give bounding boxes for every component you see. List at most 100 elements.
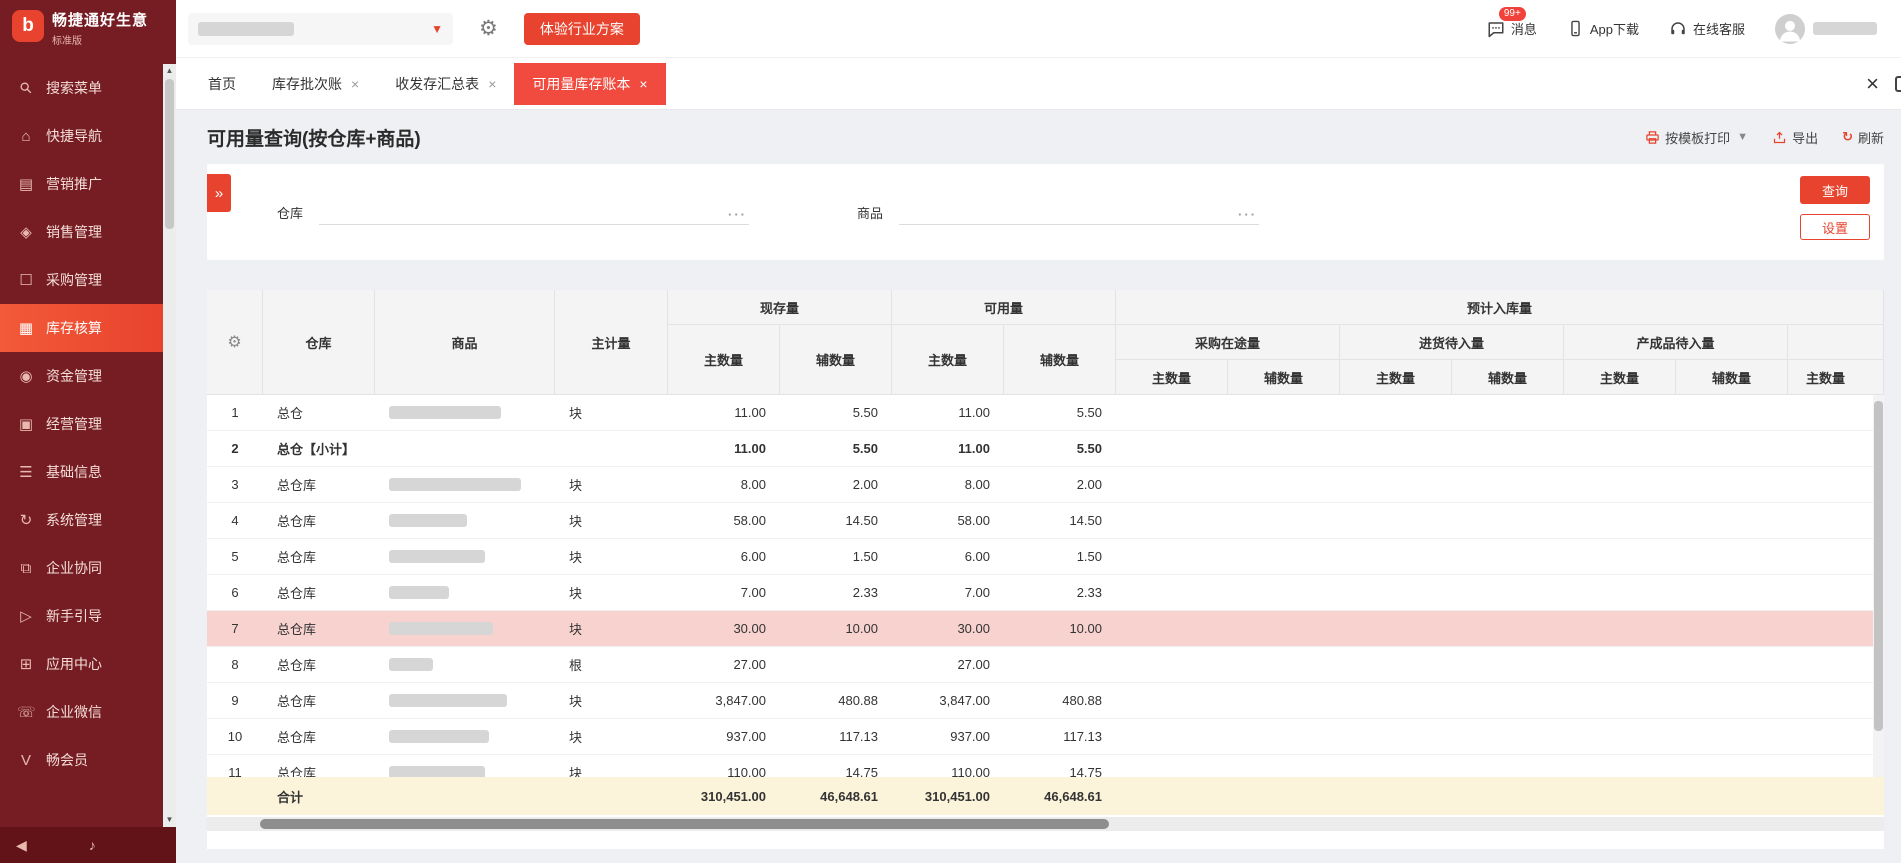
header-main-qty[interactable]: 主数量 [1564,360,1676,395]
online-support-button[interactable]: 在线客服 [1669,19,1745,38]
sidebar-item-operations[interactable]: ▣ 经营管理 [0,400,163,448]
qty-cell [1676,431,1788,466]
sidebar-item-purchase[interactable]: ☐ 采购管理 [0,256,163,304]
tab-in-out-summary[interactable]: 收发存汇总表 × [395,75,497,92]
sidebar-item-system[interactable]: ↻ 系统管理 [0,496,163,544]
sidebar-scrollbar[interactable]: ▲ ▼ [163,64,176,827]
header-main-qty[interactable]: 主数量 [1340,360,1452,395]
header-main-qty[interactable]: 主数量 [1788,360,1884,395]
row-seq: 1 [231,405,239,420]
goods-filter: 商品 ··· [857,199,1260,225]
sidebar-item-enterprise-collab[interactable]: ⧉ 企业协同 [0,544,163,592]
tab-stock-batch-ledger[interactable]: 库存批次账 × [272,75,360,92]
sidebar-item-marketing[interactable]: ▤ 营销推广 [0,160,163,208]
qty-cell [1340,395,1452,430]
close-tab-icon[interactable]: × [639,75,648,92]
vertical-scrollbar[interactable] [1873,395,1884,777]
settings-gear-icon[interactable]: ⚙ [479,17,498,40]
table-row[interactable]: 3 总仓库 块 8.00 2.00 8.00 2.00 [207,467,1884,503]
warehouse-filter-input[interactable]: ··· [319,199,750,225]
qty-cell: 480.88 [1062,693,1102,708]
sidebar-item-search-menu[interactable]: ⚲ 搜索菜单 [0,64,163,112]
qty-cell [1452,611,1564,646]
sidebar-item-funds[interactable]: ◉ 资金管理 [0,352,163,400]
close-tab-icon[interactable]: × [351,75,360,92]
messages-button[interactable]: 99+ 消息 [1487,7,1537,38]
qty-cell [1452,467,1564,502]
warehouse-cell: 总仓库 [277,550,317,565]
organization-select[interactable]: ▼ [188,12,453,45]
table-row[interactable]: 4 总仓库 块 58.00 14.50 58.00 14.50 [207,503,1884,539]
basic-info-icon: ☰ [19,464,33,481]
query-button[interactable]: 查询 [1800,176,1870,204]
header-warehouse[interactable]: 仓库 [263,290,375,395]
sidebar-item-beginner-guide[interactable]: ▷ 新手引导 [0,592,163,640]
header-main-qty[interactable]: 主数量 [1116,360,1228,395]
sidebar-item-quick-nav[interactable]: ⌂ 快捷导航 [0,112,163,160]
print-by-template-button[interactable]: 按模板打印 ▼ [1645,128,1748,147]
app-download-button[interactable]: App下载 [1567,19,1639,38]
trial-solution-button[interactable]: 体验行业方案 [523,12,640,45]
goods-picker-icon[interactable]: ··· [1238,207,1258,222]
table-row[interactable]: 2 总仓【小计】 11.00 5.50 11.00 5.50 [207,431,1884,467]
qty-cell [1788,719,1884,754]
header-aux-qty[interactable]: 辅数量 [1228,360,1340,395]
expand-filters-button[interactable]: » [207,174,231,212]
header-aux-qty[interactable]: 辅数量 [1676,360,1788,395]
qty-cell [1116,611,1228,646]
close-tabs-icon[interactable]: × [1866,70,1879,96]
sidebar-item-inventory-accounting[interactable]: ▦ 库存核算 [0,304,163,352]
table-row[interactable]: 5 总仓库 块 6.00 1.50 6.00 1.50 [207,539,1884,575]
warehouse-cell: 总仓库 [277,730,317,745]
scroll-up-icon[interactable]: ▲ [165,66,174,75]
goods-filter-input[interactable]: ··· [899,199,1260,225]
qty-cell [1564,719,1676,754]
sidebar-item-basic-info[interactable]: ☰ 基础信息 [0,448,163,496]
sidebar-item-sales[interactable]: ◈ 销售管理 [0,208,163,256]
sidebar-scroll-thumb[interactable] [165,79,174,229]
header-goods[interactable]: 商品 [375,290,555,395]
qty-cell [1228,719,1340,754]
header-main-qty[interactable]: 主数量 [668,325,780,395]
collapse-sidebar-icon[interactable]: ◀ [16,836,27,853]
column-settings-cell[interactable]: ⚙ [207,290,263,395]
qty-cell: 117.13 [1063,729,1102,744]
warehouse-picker-icon[interactable]: ··· [728,207,748,222]
user-account-button[interactable] [1775,13,1877,44]
vertical-scroll-thumb[interactable] [1874,401,1883,731]
header-unit[interactable]: 主计量 [555,290,668,395]
table-row[interactable]: 8 总仓库 根 27.00 27.00 [207,647,1884,683]
horizontal-scrollbar[interactable] [207,817,1884,831]
table-row[interactable]: 10 总仓库 块 937.00 117.13 937.00 117.13 [207,719,1884,755]
qty-cell [1340,719,1452,754]
sidebar-item-enterprise-wechat[interactable]: ☏ 企业微信 [0,688,163,736]
export-button[interactable]: 导出 [1772,128,1818,147]
table-row[interactable]: 9 总仓库 块 3,847.00 480.88 3,847.00 480.88 [207,683,1884,719]
tab-overflow-icon[interactable] [1895,75,1901,92]
tab-home[interactable]: 首页 [208,75,236,92]
total-available-aux: 46,648.61 [1044,788,1102,804]
settings-button[interactable]: 设置 [1800,214,1870,240]
tab-available-stock-ledger[interactable]: 可用量库存账本 × [514,62,666,105]
refresh-button[interactable]: ↻ 刷新 [1842,129,1884,146]
tab-bar: 首页 库存批次账 × 收发存汇总表 × 可用量库存账本 × × [176,58,1901,110]
table-row[interactable]: 11 总仓库 块 110.00 14.75 110.00 14.75 [207,755,1884,777]
redacted-user-name [1813,22,1877,35]
table-row[interactable]: 7 总仓库 块 30.00 10.00 30.00 10.00 [207,611,1884,647]
sidebar-item-app-center[interactable]: ⊞ 应用中心 [0,640,163,688]
header-aux-qty[interactable]: 辅数量 [780,325,892,395]
header-main-qty[interactable]: 主数量 [892,325,1004,395]
sound-icon[interactable]: ♪ [88,837,96,853]
header-aux-qty[interactable]: 辅数量 [1004,325,1116,395]
close-tab-icon[interactable]: × [488,75,497,92]
qty-cell [1452,503,1564,538]
horizontal-scroll-thumb[interactable] [260,819,1109,829]
qty-cell [1228,503,1340,538]
table-row[interactable]: 1 总仓 块 11.00 5.50 11.00 5.50 [207,395,1884,431]
app-title: 畅捷通好生意 [52,12,149,29]
phone-icon [1571,20,1580,37]
sidebar-item-member[interactable]: V 畅会员 [0,736,163,784]
table-row[interactable]: 6 总仓库 块 7.00 2.33 7.00 2.33 [207,575,1884,611]
scroll-down-icon[interactable]: ▼ [165,815,174,824]
header-aux-qty[interactable]: 辅数量 [1452,360,1564,395]
